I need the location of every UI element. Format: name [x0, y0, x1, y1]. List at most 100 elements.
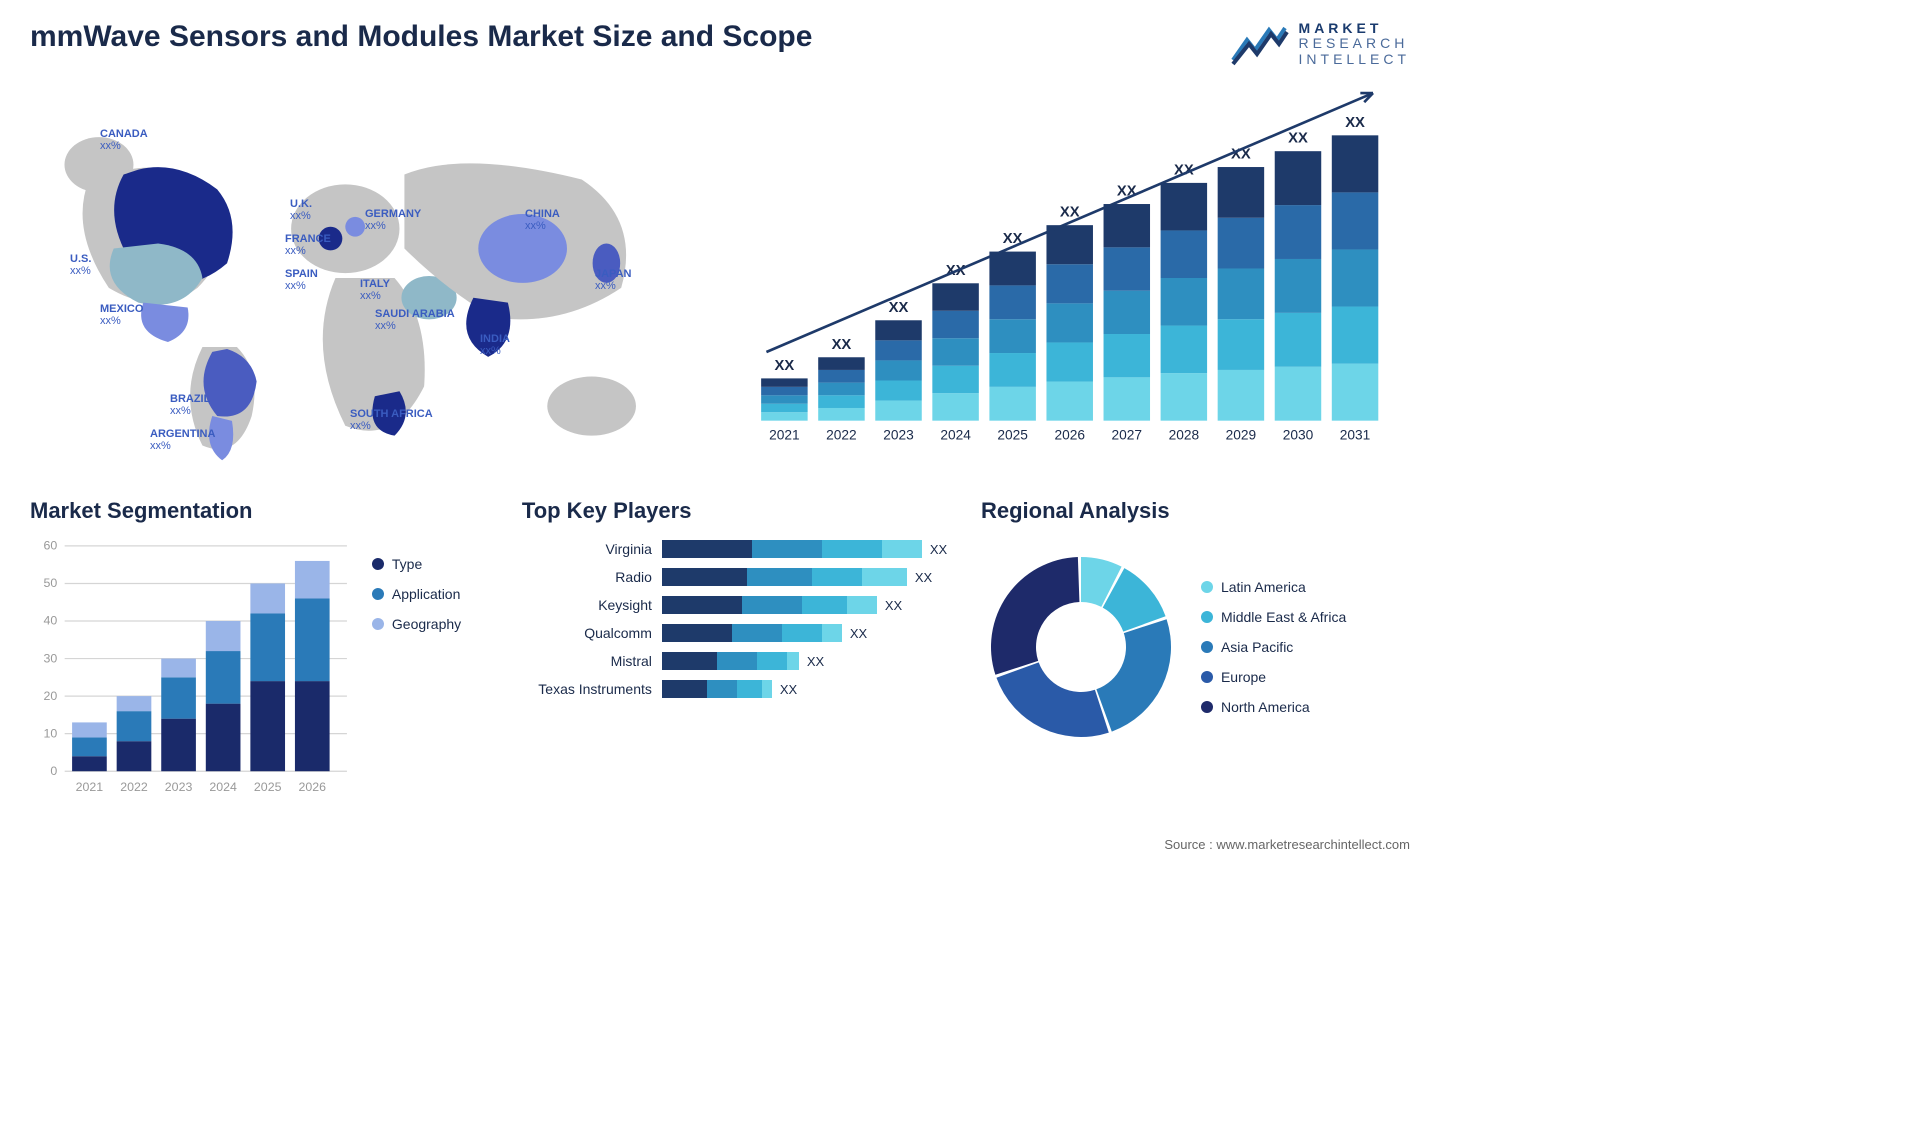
- player-bar-seg: [822, 540, 882, 558]
- player-value: XX: [850, 626, 867, 641]
- brand-logo: MARKET RESEARCH INTELLECT: [1229, 20, 1410, 68]
- svg-text:2023: 2023: [165, 780, 193, 794]
- svg-text:2025: 2025: [254, 780, 282, 794]
- regional-legend-item: Asia Pacific: [1201, 639, 1346, 655]
- growth-chart: XX2021XX2022XX2023XX2024XX2025XX2026XX20…: [740, 88, 1410, 468]
- map-label-canada: CANADAxx%: [100, 128, 148, 152]
- legend-dot: [1201, 611, 1213, 623]
- player-name: Radio: [522, 569, 652, 585]
- svg-text:XX: XX: [889, 300, 909, 316]
- player-name: Mistral: [522, 653, 652, 669]
- player-bar-seg: [732, 624, 782, 642]
- legend-dot: [372, 618, 384, 630]
- player-bar-seg: [742, 596, 802, 614]
- regional-panel: Regional Analysis Latin America Middle Ea…: [981, 498, 1410, 758]
- player-bar-seg: [782, 624, 822, 642]
- player-bar-wrap: XX: [662, 540, 951, 558]
- segmentation-legend-item: Type: [372, 556, 492, 572]
- header: mmWave Sensors and Modules Market Size a…: [30, 20, 1410, 68]
- svg-text:2027: 2027: [1112, 428, 1143, 443]
- svg-text:50: 50: [43, 576, 57, 590]
- svg-text:40: 40: [43, 614, 57, 628]
- map-label-china: CHINAxx%: [525, 208, 560, 232]
- svg-text:XX: XX: [1288, 131, 1308, 147]
- page-title: mmWave Sensors and Modules Market Size a…: [30, 20, 812, 54]
- player-bar-seg: [802, 596, 847, 614]
- player-bar-seg: [762, 680, 772, 698]
- player-bar: [662, 540, 922, 558]
- regional-legend-item: North America: [1201, 699, 1346, 715]
- map-label-spain: SPAINxx%: [285, 268, 318, 292]
- player-value: XX: [930, 542, 947, 557]
- player-bar-wrap: XX: [662, 652, 951, 670]
- map-label-france: FRANCExx%: [285, 233, 331, 257]
- logo-line-2: RESEARCH: [1299, 36, 1410, 51]
- map-label-italy: ITALYxx%: [360, 278, 390, 302]
- legend-dot: [372, 588, 384, 600]
- player-bar-seg: [662, 680, 707, 698]
- player-bar-wrap: XX: [662, 624, 951, 642]
- regional-legend-item: Latin America: [1201, 579, 1346, 595]
- growth-chart-panel: XX2021XX2022XX2023XX2024XX2025XX2026XX20…: [740, 88, 1410, 468]
- player-bar-seg: [847, 596, 877, 614]
- svg-text:2028: 2028: [1169, 428, 1200, 443]
- svg-text:2030: 2030: [1283, 428, 1314, 443]
- svg-text:2023: 2023: [883, 428, 914, 443]
- map-label-brazil: BRAZILxx%: [170, 393, 210, 417]
- player-name: Texas Instruments: [522, 681, 652, 697]
- legend-label: Middle East & Africa: [1221, 609, 1346, 625]
- player-bar: [662, 568, 907, 586]
- legend-label: Latin America: [1221, 579, 1306, 595]
- svg-text:2021: 2021: [769, 428, 800, 443]
- player-bar-seg: [752, 540, 822, 558]
- player-name: Keysight: [522, 597, 652, 613]
- player-bar-seg: [737, 680, 762, 698]
- player-bar-seg: [662, 652, 717, 670]
- player-value: XX: [807, 654, 824, 669]
- player-row: Texas Instruments XX: [522, 680, 951, 698]
- source-attribution: Source : www.marketresearchintellect.com: [1164, 837, 1410, 852]
- player-bar-seg: [662, 596, 742, 614]
- player-bar: [662, 624, 842, 642]
- legend-dot: [1201, 581, 1213, 593]
- segmentation-title: Market Segmentation: [30, 498, 492, 524]
- player-bar: [662, 680, 772, 698]
- svg-text:2025: 2025: [997, 428, 1028, 443]
- regional-legend-item: Middle East & Africa: [1201, 609, 1346, 625]
- legend-dot: [1201, 671, 1213, 683]
- regional-title: Regional Analysis: [981, 498, 1410, 524]
- player-bar-seg: [787, 652, 799, 670]
- svg-text:XX: XX: [832, 337, 852, 353]
- player-bar-seg: [662, 540, 752, 558]
- svg-text:2031: 2031: [1340, 428, 1371, 443]
- player-bar-seg: [747, 568, 812, 586]
- player-row: Radio XX: [522, 568, 951, 586]
- legend-label: Europe: [1221, 669, 1266, 685]
- segmentation-legend: TypeApplicationGeography: [372, 536, 492, 796]
- player-bar-seg: [707, 680, 737, 698]
- svg-text:0: 0: [50, 764, 57, 778]
- logo-line-3: INTELLECT: [1299, 52, 1410, 67]
- legend-label: Application: [392, 586, 461, 602]
- player-bar-wrap: XX: [662, 680, 951, 698]
- bottom-row: Market Segmentation 01020304050602021202…: [30, 498, 1410, 758]
- svg-text:2022: 2022: [826, 428, 857, 443]
- players-panel: Top Key Players VirginiaXXRadioXXKeysigh…: [522, 498, 951, 758]
- svg-text:2024: 2024: [940, 428, 971, 443]
- player-name: Qualcomm: [522, 625, 652, 641]
- svg-text:2026: 2026: [1054, 428, 1085, 443]
- player-bar-seg: [757, 652, 787, 670]
- player-row: KeysightXX: [522, 596, 951, 614]
- svg-text:2021: 2021: [76, 780, 104, 794]
- player-bar-seg: [717, 652, 757, 670]
- player-value: XX: [915, 570, 932, 585]
- top-row: CANADAxx%U.S.xx%MEXICOxx%BRAZILxx%ARGENT…: [30, 88, 1410, 468]
- legend-label: North America: [1221, 699, 1310, 715]
- player-bar: [662, 596, 877, 614]
- svg-text:XX: XX: [1345, 115, 1365, 131]
- world-map-panel: CANADAxx%U.S.xx%MEXICOxx%BRAZILxx%ARGENT…: [30, 88, 700, 468]
- player-bar-seg: [822, 624, 842, 642]
- svg-text:2024: 2024: [209, 780, 237, 794]
- player-bar-wrap: XX: [662, 568, 951, 586]
- logo-line-1: MARKET: [1299, 21, 1410, 36]
